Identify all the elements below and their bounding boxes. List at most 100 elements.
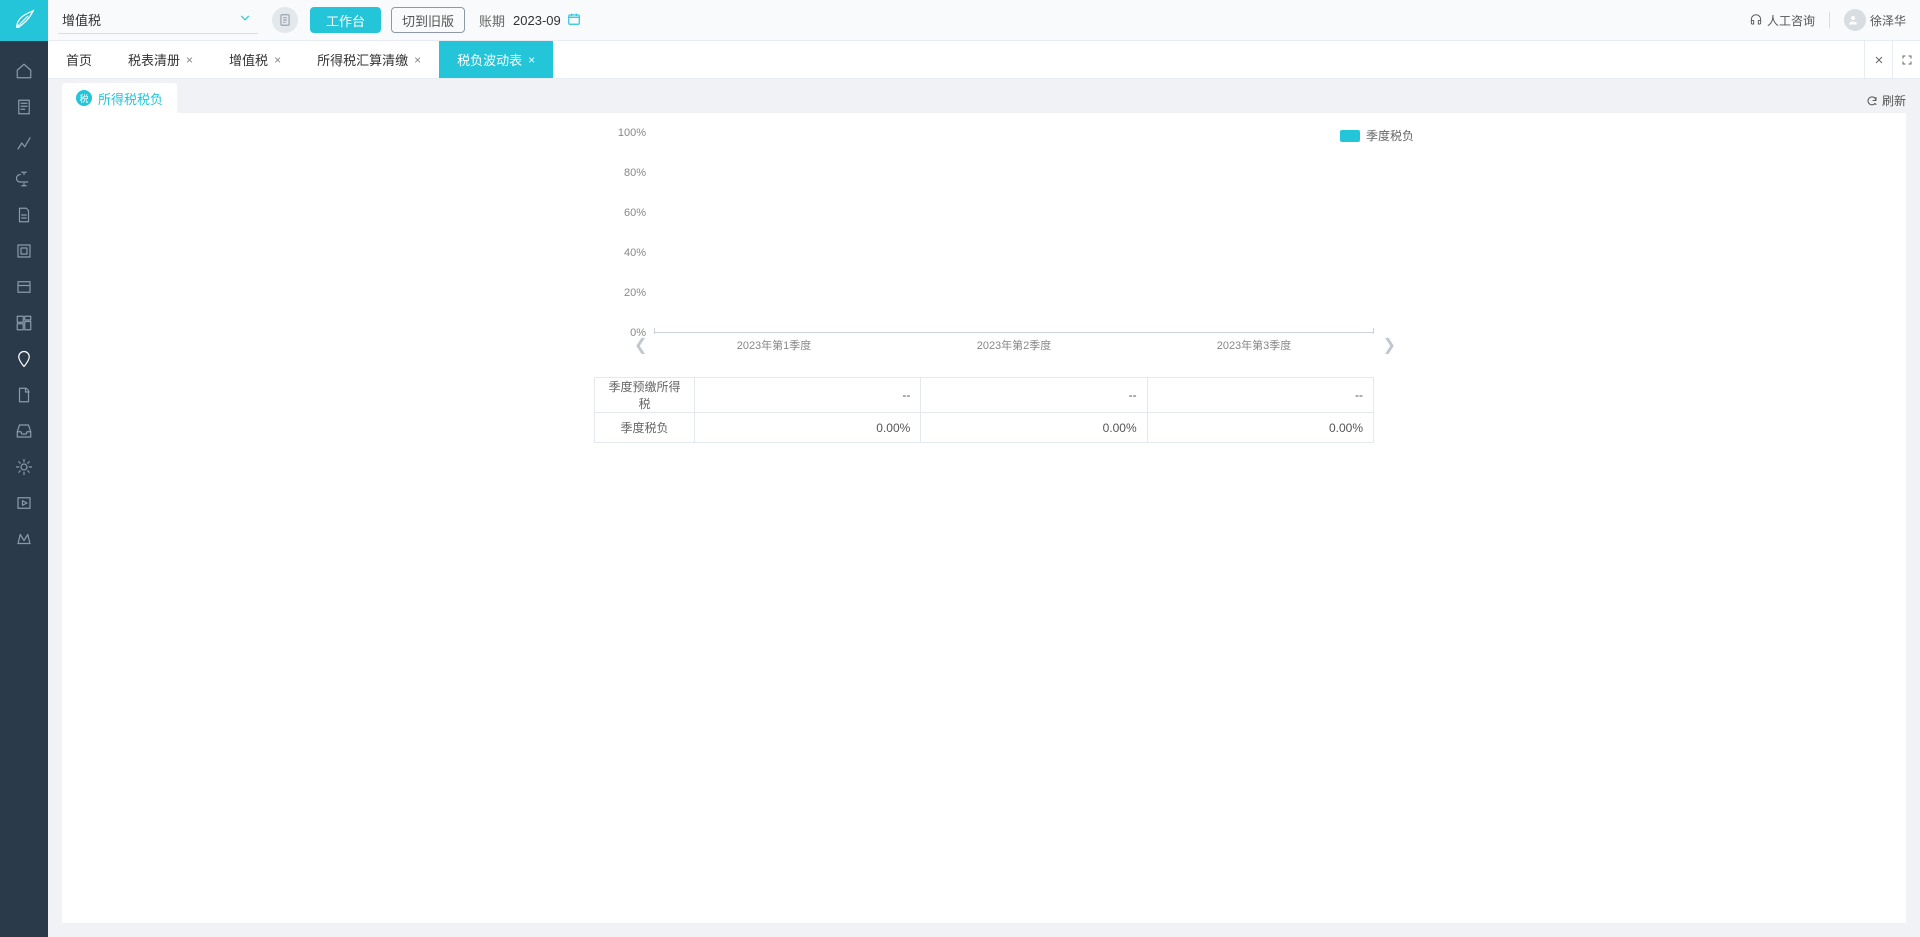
row-header: 季度税负 bbox=[595, 413, 695, 443]
refresh-button[interactable]: 刷新 bbox=[1866, 92, 1906, 109]
sidebar-item-analytics[interactable] bbox=[0, 125, 48, 161]
org-dropdown[interactable]: 增值税 bbox=[58, 6, 258, 34]
y-tick-label: 100% bbox=[618, 127, 646, 139]
support-link[interactable]: 人工咨询 bbox=[1749, 12, 1815, 29]
sidebar-item-vip[interactable] bbox=[0, 521, 48, 557]
sidebar-item-video[interactable] bbox=[0, 485, 48, 521]
data-table: 季度预缴所得税------季度税负0.00%0.00%0.00% bbox=[594, 377, 1374, 443]
tab-close-icon[interactable]: × bbox=[274, 53, 281, 67]
chart-y-axis: 0%20%40%60%80%100% bbox=[594, 133, 654, 333]
sidebar-item-dashboard[interactable] bbox=[0, 305, 48, 341]
tax-icon bbox=[15, 350, 33, 368]
tab[interactable]: 首页 bbox=[48, 41, 110, 78]
table-row: 季度税负0.00%0.00%0.00% bbox=[595, 413, 1374, 443]
table-cell: -- bbox=[921, 378, 1147, 413]
fullscreen-button[interactable] bbox=[1892, 41, 1920, 78]
user-name: 徐泽华 bbox=[1870, 12, 1906, 29]
reports-icon bbox=[15, 206, 33, 224]
x-tick-label: 2023年第3季度 bbox=[1134, 333, 1374, 353]
sub-tab-income-tax-burden[interactable]: 税 所得税税负 bbox=[62, 83, 177, 113]
support-link-label: 人工咨询 bbox=[1767, 12, 1815, 29]
table-row: 季度预缴所得税------ bbox=[595, 378, 1374, 413]
template-icon bbox=[15, 278, 33, 296]
tab[interactable]: 税表清册 × bbox=[110, 41, 211, 78]
tab[interactable]: 增值税× bbox=[211, 41, 299, 78]
close-icon bbox=[1873, 54, 1885, 66]
workbench-button[interactable]: 工作台 bbox=[310, 7, 381, 33]
sidebar-item-reports[interactable] bbox=[0, 197, 48, 233]
chart-container: 季度税负 0%20%40%60%80%100% 2023年第1季度2023年第2… bbox=[594, 133, 1374, 443]
tabs-row: 首页税表清册×增值税×所得税汇算清缴×税负波动表× bbox=[48, 41, 1920, 79]
sidebar-item-wizard[interactable] bbox=[0, 233, 48, 269]
tab[interactable]: 税负波动表 × bbox=[439, 41, 553, 78]
video-icon bbox=[15, 494, 33, 512]
chart-plot-area bbox=[654, 133, 1374, 333]
chevron-down-icon bbox=[238, 11, 252, 28]
inbox-icon bbox=[15, 422, 33, 440]
chart-next-arrow[interactable]: ❯ bbox=[1383, 335, 1396, 355]
tab-label: 所得税汇算清缴 bbox=[317, 50, 408, 69]
tab-label: 首页 bbox=[66, 50, 92, 69]
tab-label: 税负波动表 bbox=[457, 50, 522, 69]
tab-close-icon[interactable]: × bbox=[414, 53, 421, 67]
switch-old-button-label: 切到旧版 bbox=[402, 11, 454, 30]
document-icon bbox=[278, 13, 292, 27]
row-header: 季度预缴所得税 bbox=[595, 378, 695, 413]
org-dropdown-value: 增值税 bbox=[62, 10, 101, 29]
tab-close-icon[interactable]: × bbox=[528, 53, 535, 67]
tax-burden-chart: 0%20%40%60%80%100% 2023年第1季度2023年第2季度202… bbox=[594, 133, 1374, 353]
y-tick-label: 20% bbox=[624, 287, 646, 299]
settings-icon bbox=[15, 458, 33, 476]
fullscreen-icon bbox=[1901, 54, 1913, 66]
sidebar bbox=[0, 41, 48, 937]
finance-icon bbox=[15, 170, 33, 188]
tab[interactable]: 所得税汇算清缴 × bbox=[299, 41, 439, 78]
workbench-button-label: 工作台 bbox=[326, 11, 365, 30]
form-icon bbox=[15, 98, 33, 116]
sidebar-item-home[interactable] bbox=[0, 53, 48, 89]
user-menu[interactable]: 徐泽华 bbox=[1844, 9, 1906, 31]
content-panel: 季度税负 0%20%40%60%80%100% 2023年第1季度2023年第2… bbox=[62, 113, 1906, 923]
doc-icon-button[interactable] bbox=[272, 7, 298, 33]
y-tick-label: 60% bbox=[624, 207, 646, 219]
x-tick-label: 2023年第2季度 bbox=[894, 333, 1134, 353]
avatar-icon bbox=[1844, 9, 1866, 31]
sidebar-item-tax[interactable] bbox=[0, 341, 48, 377]
analytics-icon bbox=[15, 134, 33, 152]
badge-icon: 税 bbox=[76, 90, 92, 106]
x-tick-label: 2023年第1季度 bbox=[654, 333, 894, 353]
app-logo[interactable] bbox=[0, 0, 48, 41]
table-cell: 0.00% bbox=[695, 413, 921, 443]
divider bbox=[1829, 12, 1830, 28]
chart-x-labels: 2023年第1季度2023年第2季度2023年第3季度 bbox=[654, 333, 1374, 353]
sidebar-item-settings[interactable] bbox=[0, 449, 48, 485]
tab-label: 税表清册 bbox=[128, 50, 180, 69]
y-tick-label: 40% bbox=[624, 247, 646, 259]
headset-icon bbox=[1749, 13, 1763, 27]
dashboard-icon bbox=[15, 314, 33, 332]
sidebar-item-inbox[interactable] bbox=[0, 413, 48, 449]
sidebar-item-template[interactable] bbox=[0, 269, 48, 305]
sidebar-item-transfer[interactable] bbox=[0, 377, 48, 413]
period-label: 账期 bbox=[479, 11, 505, 30]
table-cell: 0.00% bbox=[921, 413, 1147, 443]
sidebar-item-finance[interactable] bbox=[0, 161, 48, 197]
close-all-tabs-button[interactable] bbox=[1864, 41, 1892, 78]
table-cell: -- bbox=[695, 378, 921, 413]
refresh-icon bbox=[1866, 95, 1878, 107]
refresh-label: 刷新 bbox=[1882, 92, 1906, 109]
sidebar-item-form[interactable] bbox=[0, 89, 48, 125]
transfer-icon bbox=[15, 386, 33, 404]
period-value: 2023-09 bbox=[513, 13, 561, 28]
wizard-icon bbox=[15, 242, 33, 260]
home-icon bbox=[15, 62, 33, 80]
switch-old-button[interactable]: 切到旧版 bbox=[391, 7, 465, 33]
sub-tabs-row: 税 所得税税负 刷新 bbox=[48, 79, 1920, 113]
vip-icon bbox=[15, 530, 33, 548]
table-cell: 0.00% bbox=[1147, 413, 1373, 443]
tab-close-icon[interactable]: × bbox=[186, 53, 193, 67]
feather-icon bbox=[13, 9, 35, 31]
chart-prev-arrow[interactable]: ❮ bbox=[634, 335, 647, 355]
sub-tab-label: 所得税税负 bbox=[98, 89, 163, 108]
calendar-icon[interactable] bbox=[567, 12, 581, 29]
